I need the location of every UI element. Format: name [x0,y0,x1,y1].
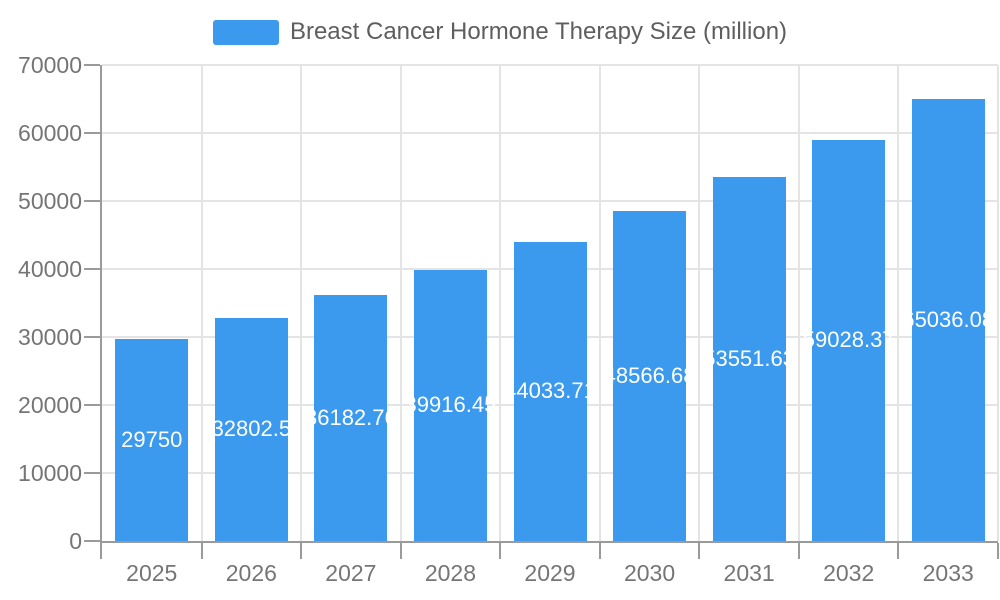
x-gridline [499,65,502,541]
legend[interactable]: Breast Cancer Hormone Therapy Size (mill… [0,19,1000,45]
plot-area: 29750 32802.5 36182.76 39916.45 44033.71 4856… [84,64,999,559]
x-gridline [897,65,900,541]
y-gridline [102,64,998,66]
x-gridline [399,65,402,541]
y-axis-tick [84,540,100,542]
x-gridline [200,65,203,541]
y-axis-tick [84,472,100,474]
y-tick-label: 0 [69,528,82,554]
y-gridline [102,132,998,134]
x-gridline [797,65,800,541]
y-axis-tick [84,268,100,270]
y-tick-label: 60000 [18,120,82,146]
legend-swatch-icon [212,19,279,45]
y-tick-label: 70000 [18,52,82,78]
y-tick-label: 40000 [18,256,82,282]
bar[interactable] [911,98,985,541]
x-axis-tick [997,543,999,559]
x-axis-tick [300,543,303,559]
x-tick-label: 2028 [424,560,477,586]
bar[interactable] [812,139,886,541]
y-axis-tick [84,336,100,338]
y-axis-tick [84,64,100,66]
bar[interactable] [314,294,388,541]
x-tick-label: 2025 [126,560,178,586]
y-tick-label: 30000 [18,324,82,350]
x-axis-tick [797,543,800,559]
x-axis-tick [499,543,502,559]
x-axis-tick [200,543,203,559]
y-tick-label: 50000 [18,188,82,214]
x-tick-label: 2030 [623,560,676,586]
x-tick-label: 2031 [723,560,775,586]
bar[interactable] [613,210,687,541]
x-gridline [997,65,999,541]
bar[interactable] [413,269,487,541]
x-tick-label: 2026 [225,560,277,586]
legend-label: Breast Cancer Hormone Therapy Size (mill… [289,18,788,45]
bar[interactable] [214,317,288,541]
x-axis-tick [897,543,900,559]
bar[interactable] [115,338,189,541]
y-gridline [102,200,998,202]
x-axis-tick [698,543,701,559]
y-axis-tick [84,132,100,134]
x-tick-label: 2029 [524,560,576,586]
x-axis-tick [598,543,601,559]
x-gridline [698,65,701,541]
x-tick-label: 2033 [922,560,974,586]
x-tick-label: 2027 [325,560,377,586]
x-axis-tick [100,543,102,559]
y-axis-tick [84,404,100,406]
bar[interactable] [513,241,587,541]
bar[interactable] [712,176,786,541]
y-tick-label: 10000 [18,460,82,486]
x-gridline [300,65,303,541]
x-axis-tick [399,543,402,559]
x-tick-label: 2032 [823,560,875,586]
x-gridline [598,65,601,541]
y-tick-label: 20000 [18,392,82,418]
y-axis-tick [84,200,100,202]
